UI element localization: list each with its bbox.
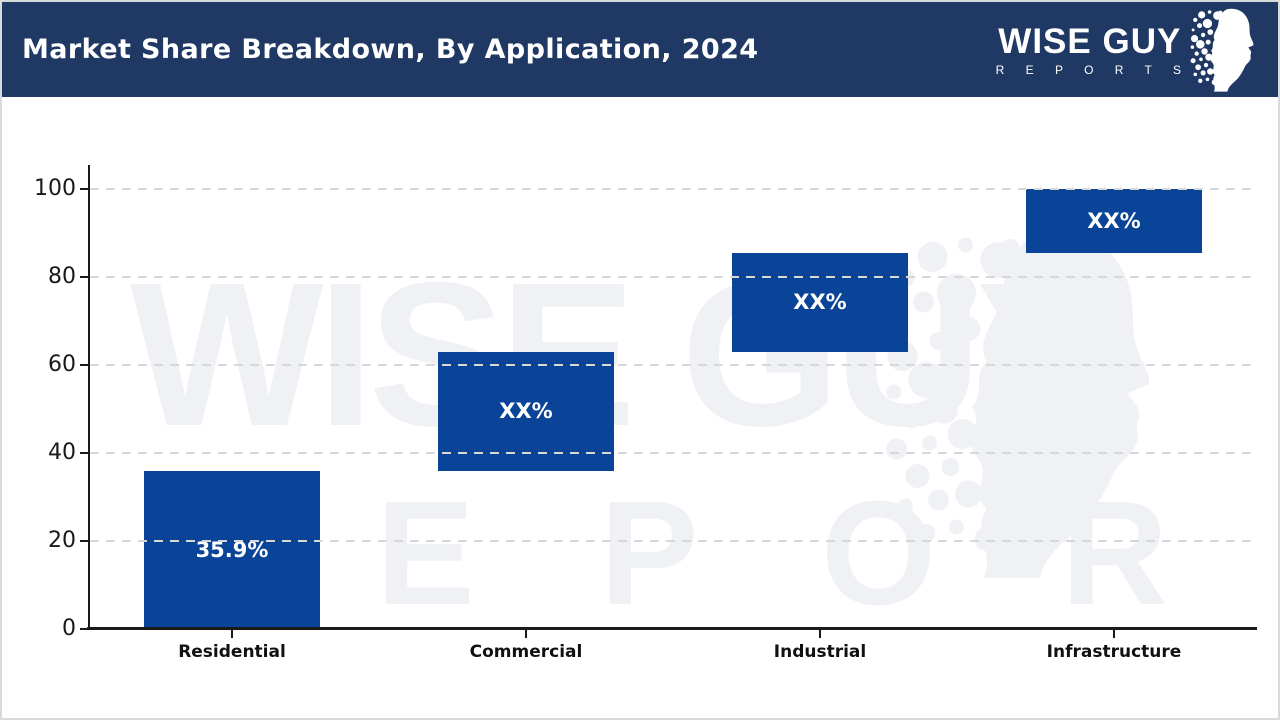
gridline-60 <box>90 363 1256 366</box>
y-tick-mark-100 <box>80 187 88 190</box>
bar-industrial: XX% <box>732 252 908 352</box>
y-tick-mark-40 <box>80 451 88 454</box>
logo-text: WISE GUY R E P O R T S <box>990 24 1190 76</box>
y-tick-mark-20 <box>80 539 88 542</box>
face-logo-icon <box>1190 8 1254 92</box>
x-tick-mark-residential <box>231 630 233 638</box>
x-category-label-industrial: Industrial <box>773 642 867 662</box>
y-tick-label-80: 80 <box>48 263 76 289</box>
y-tick-label-100: 100 <box>34 175 76 201</box>
y-tick-mark-80 <box>80 275 88 278</box>
x-category-label-infrastructure: Infrastructure <box>1046 642 1182 662</box>
logo-subtext: R E P O R T S <box>995 62 1190 77</box>
header: Market Share Breakdown, By Application, … <box>2 2 1278 97</box>
bar-value-label-residential: 35.9% <box>195 537 269 562</box>
x-tick-mark-infrastructure <box>1113 630 1115 638</box>
y-tick-mark-60 <box>80 363 88 366</box>
bar-value-label-infrastructure: XX% <box>1087 208 1141 233</box>
x-axis-line <box>87 627 1257 630</box>
x-tick-mark-commercial <box>525 630 527 638</box>
y-tick-label-40: 40 <box>48 439 76 465</box>
gridline-100 <box>90 187 1256 190</box>
y-tick-label-20: 20 <box>48 527 76 553</box>
bar-infrastructure: XX% <box>1026 188 1202 253</box>
x-category-label-residential: Residential <box>178 642 286 662</box>
page-title: Market Share Breakdown, By Application, … <box>22 34 759 65</box>
bar-residential: 35.9% <box>144 470 320 629</box>
y-tick-label-0: 0 <box>62 615 76 641</box>
gridline-20 <box>90 539 1256 542</box>
bar-value-label-industrial: XX% <box>793 290 847 315</box>
x-category-label-commercial: Commercial <box>469 642 583 662</box>
y-tick-label-60: 60 <box>48 351 76 377</box>
x-tick-mark-industrial <box>819 630 821 638</box>
y-tick-mark-0 <box>80 627 88 630</box>
bar-commercial: XX% <box>438 351 614 471</box>
wise-guy-reports-logo: WISE GUY R E P O R T S <box>990 7 1264 93</box>
logo-wordmark: WISE GUY <box>998 21 1182 61</box>
y-axis-line <box>88 165 90 630</box>
bar-value-label-commercial: XX% <box>499 399 553 424</box>
gridline-80 <box>90 275 1256 278</box>
gridline-40 <box>90 451 1256 454</box>
